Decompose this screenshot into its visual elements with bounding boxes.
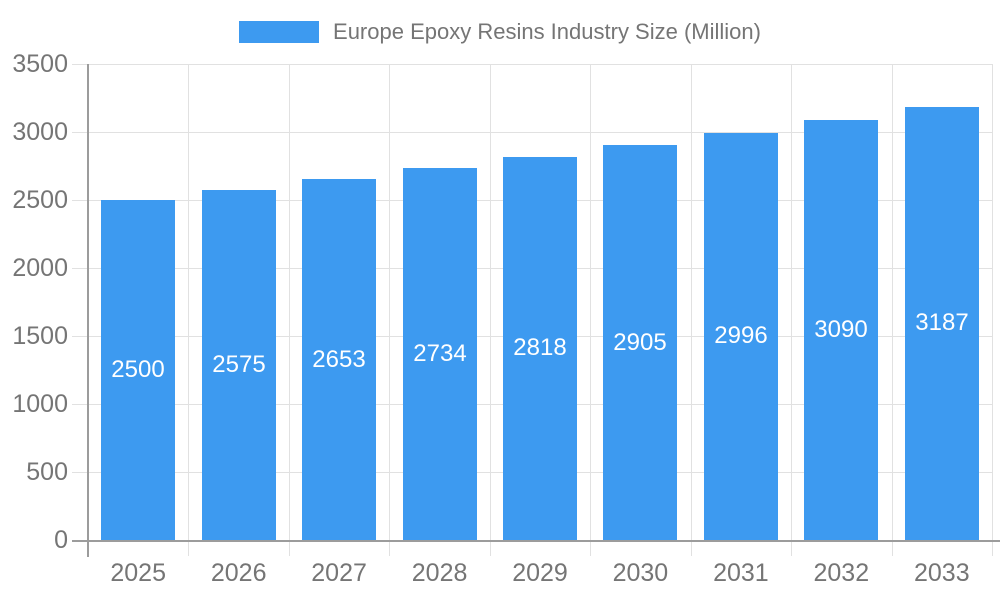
bar-value-label: 2818 bbox=[513, 334, 567, 362]
x-grid-line bbox=[289, 64, 290, 540]
x-grid-line bbox=[188, 64, 189, 540]
y-tick bbox=[72, 472, 88, 473]
legend-swatch bbox=[239, 21, 320, 43]
bar-value-label: 2653 bbox=[312, 345, 366, 373]
bar[interactable] bbox=[302, 179, 376, 540]
x-tick-label: 2029 bbox=[512, 559, 568, 587]
bar[interactable] bbox=[804, 119, 878, 540]
y-axis-line bbox=[87, 64, 89, 557]
bar-value-label: 3090 bbox=[814, 315, 868, 343]
x-tick-label: 2032 bbox=[813, 559, 870, 587]
x-tick bbox=[992, 540, 993, 556]
bar[interactable] bbox=[503, 156, 577, 540]
chart-legend[interactable]: Europe Epoxy Resins Industry Size (Milli… bbox=[0, 15, 1000, 49]
x-tick bbox=[691, 540, 692, 556]
x-grid-line bbox=[389, 64, 390, 540]
bar-value-label: 2575 bbox=[212, 350, 266, 378]
x-grid-line bbox=[791, 64, 792, 540]
x-grid-line bbox=[892, 64, 893, 540]
x-grid-line bbox=[490, 64, 491, 540]
bar-value-label: 2905 bbox=[613, 328, 667, 356]
bar[interactable] bbox=[403, 168, 477, 540]
x-tick-label: 2030 bbox=[612, 559, 669, 587]
x-tick-label: 2033 bbox=[913, 559, 970, 587]
bar-value-label: 2500 bbox=[111, 356, 165, 383]
bar-value-label: 2734 bbox=[413, 340, 467, 368]
bar[interactable] bbox=[101, 200, 175, 540]
x-tick bbox=[490, 540, 491, 556]
bar[interactable] bbox=[905, 106, 979, 540]
y-tick bbox=[72, 132, 88, 133]
x-tick bbox=[892, 540, 893, 556]
bar[interactable] bbox=[202, 189, 276, 540]
y-grid-line bbox=[88, 132, 992, 133]
x-tick bbox=[289, 540, 290, 556]
y-tick-label: 3000 bbox=[12, 118, 68, 146]
x-tick-label: 2027 bbox=[311, 559, 367, 587]
y-grid-line bbox=[88, 64, 992, 65]
y-tick-label: 2500 bbox=[12, 186, 68, 214]
y-tick bbox=[72, 336, 88, 337]
x-grid-line bbox=[590, 64, 591, 540]
bar[interactable] bbox=[603, 144, 677, 540]
y-tick-label: 3500 bbox=[12, 50, 68, 78]
bar[interactable] bbox=[704, 132, 778, 540]
y-tick-label: 0 bbox=[54, 526, 68, 554]
x-tick bbox=[389, 540, 390, 556]
y-tick bbox=[72, 64, 88, 65]
x-grid-line bbox=[992, 64, 993, 540]
y-tick bbox=[72, 268, 88, 269]
x-tick bbox=[791, 540, 792, 556]
x-tick bbox=[590, 540, 591, 556]
x-tick bbox=[188, 540, 189, 556]
y-tick-label: 1000 bbox=[12, 390, 68, 418]
y-tick bbox=[72, 200, 88, 201]
y-tick-label: 2000 bbox=[12, 254, 68, 282]
legend-label: Europe Epoxy Resins Industry Size (Milli… bbox=[333, 19, 761, 44]
x-tick-label: 2025 bbox=[110, 559, 166, 587]
x-tick-label: 2026 bbox=[210, 559, 267, 587]
y-tick-label: 1500 bbox=[12, 322, 68, 350]
x-tick-label: 2031 bbox=[713, 559, 769, 587]
y-tick bbox=[72, 404, 88, 405]
bar-value-label: 3187 bbox=[915, 309, 969, 337]
bar-value-label: 2996 bbox=[714, 322, 768, 350]
y-tick-label: 500 bbox=[26, 458, 68, 486]
x-tick-label: 2028 bbox=[411, 559, 468, 587]
x-grid-line bbox=[691, 64, 692, 540]
x-axis-line bbox=[72, 540, 1000, 542]
